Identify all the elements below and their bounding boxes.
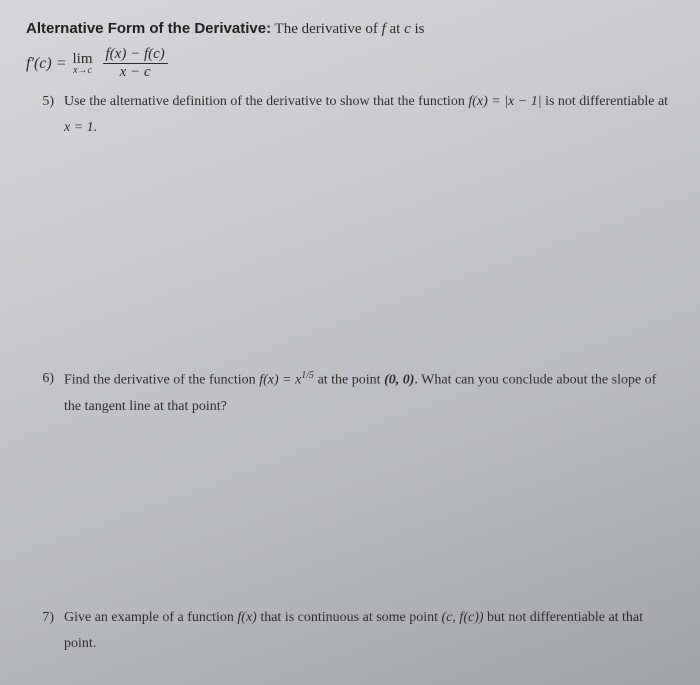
worksheet-page: Alternative Form of the Derivative: The … [26,18,678,665]
p7-math-fx: f(x) [237,610,256,625]
p6-exp: 1/5 [301,370,314,381]
p5-math-fx: f(x) = |x − 1| [468,94,541,109]
limit-bottom: x→c [73,66,92,75]
p6-t5: . What can you conclude about the slope … [414,373,656,388]
p7-point: (c, f(c)) [442,610,484,625]
problem-body: Find the derivative of the function f(x)… [64,368,678,417]
problem-number: 7) [26,607,54,629]
p7-t3: that is continuous at some point [257,610,442,625]
p7-t1: Give an example of a function [64,610,237,625]
problem-number: 5) [26,91,54,113]
p6-t3: at the point [314,373,384,388]
p6-t1: Find the derivative of the function [64,373,259,388]
p6-math-fx: f(x) = x [259,373,301,388]
problem-5: 5) Use the alternative definition of the… [26,91,678,138]
heading-title: Alternative Form of the Derivative: [26,20,271,37]
p7-line2: point. [64,633,678,655]
p6-line2: the tangent line at that point? [64,396,678,418]
limit-top: lim [73,53,93,67]
heading-rest: The derivative of f at c is [275,21,425,37]
fraction-denominator: x − c [117,65,154,81]
limit-symbol: lim x→c [73,53,93,76]
p6-point: (0, 0) [384,373,414,388]
fraction-numerator: f(x) − f(c) [103,47,168,63]
problem-body: Use the alternative definition of the de… [64,91,678,138]
p7-t5: but not differentiable at that [484,610,644,625]
problem-body: Give an example of a function f(x) that … [64,607,678,654]
fraction: f(x) − f(c) x − c [103,47,168,82]
derivative-formula: f′(c) = lim x→c f(x) − f(c) x − c [26,47,678,82]
formula-lhs: f′(c) = [26,55,67,73]
p5-text-a: Use the alternative definition of the de… [64,94,468,109]
problem-7: 7) Give an example of a function f(x) th… [26,607,678,654]
problem-number: 6) [26,368,54,390]
problem-6: 6) Find the derivative of the function f… [26,368,678,417]
p5-line2: x = 1. [64,117,678,139]
heading: Alternative Form of the Derivative: The … [26,18,678,41]
p5-text-c: is not differentiable at [542,94,668,109]
